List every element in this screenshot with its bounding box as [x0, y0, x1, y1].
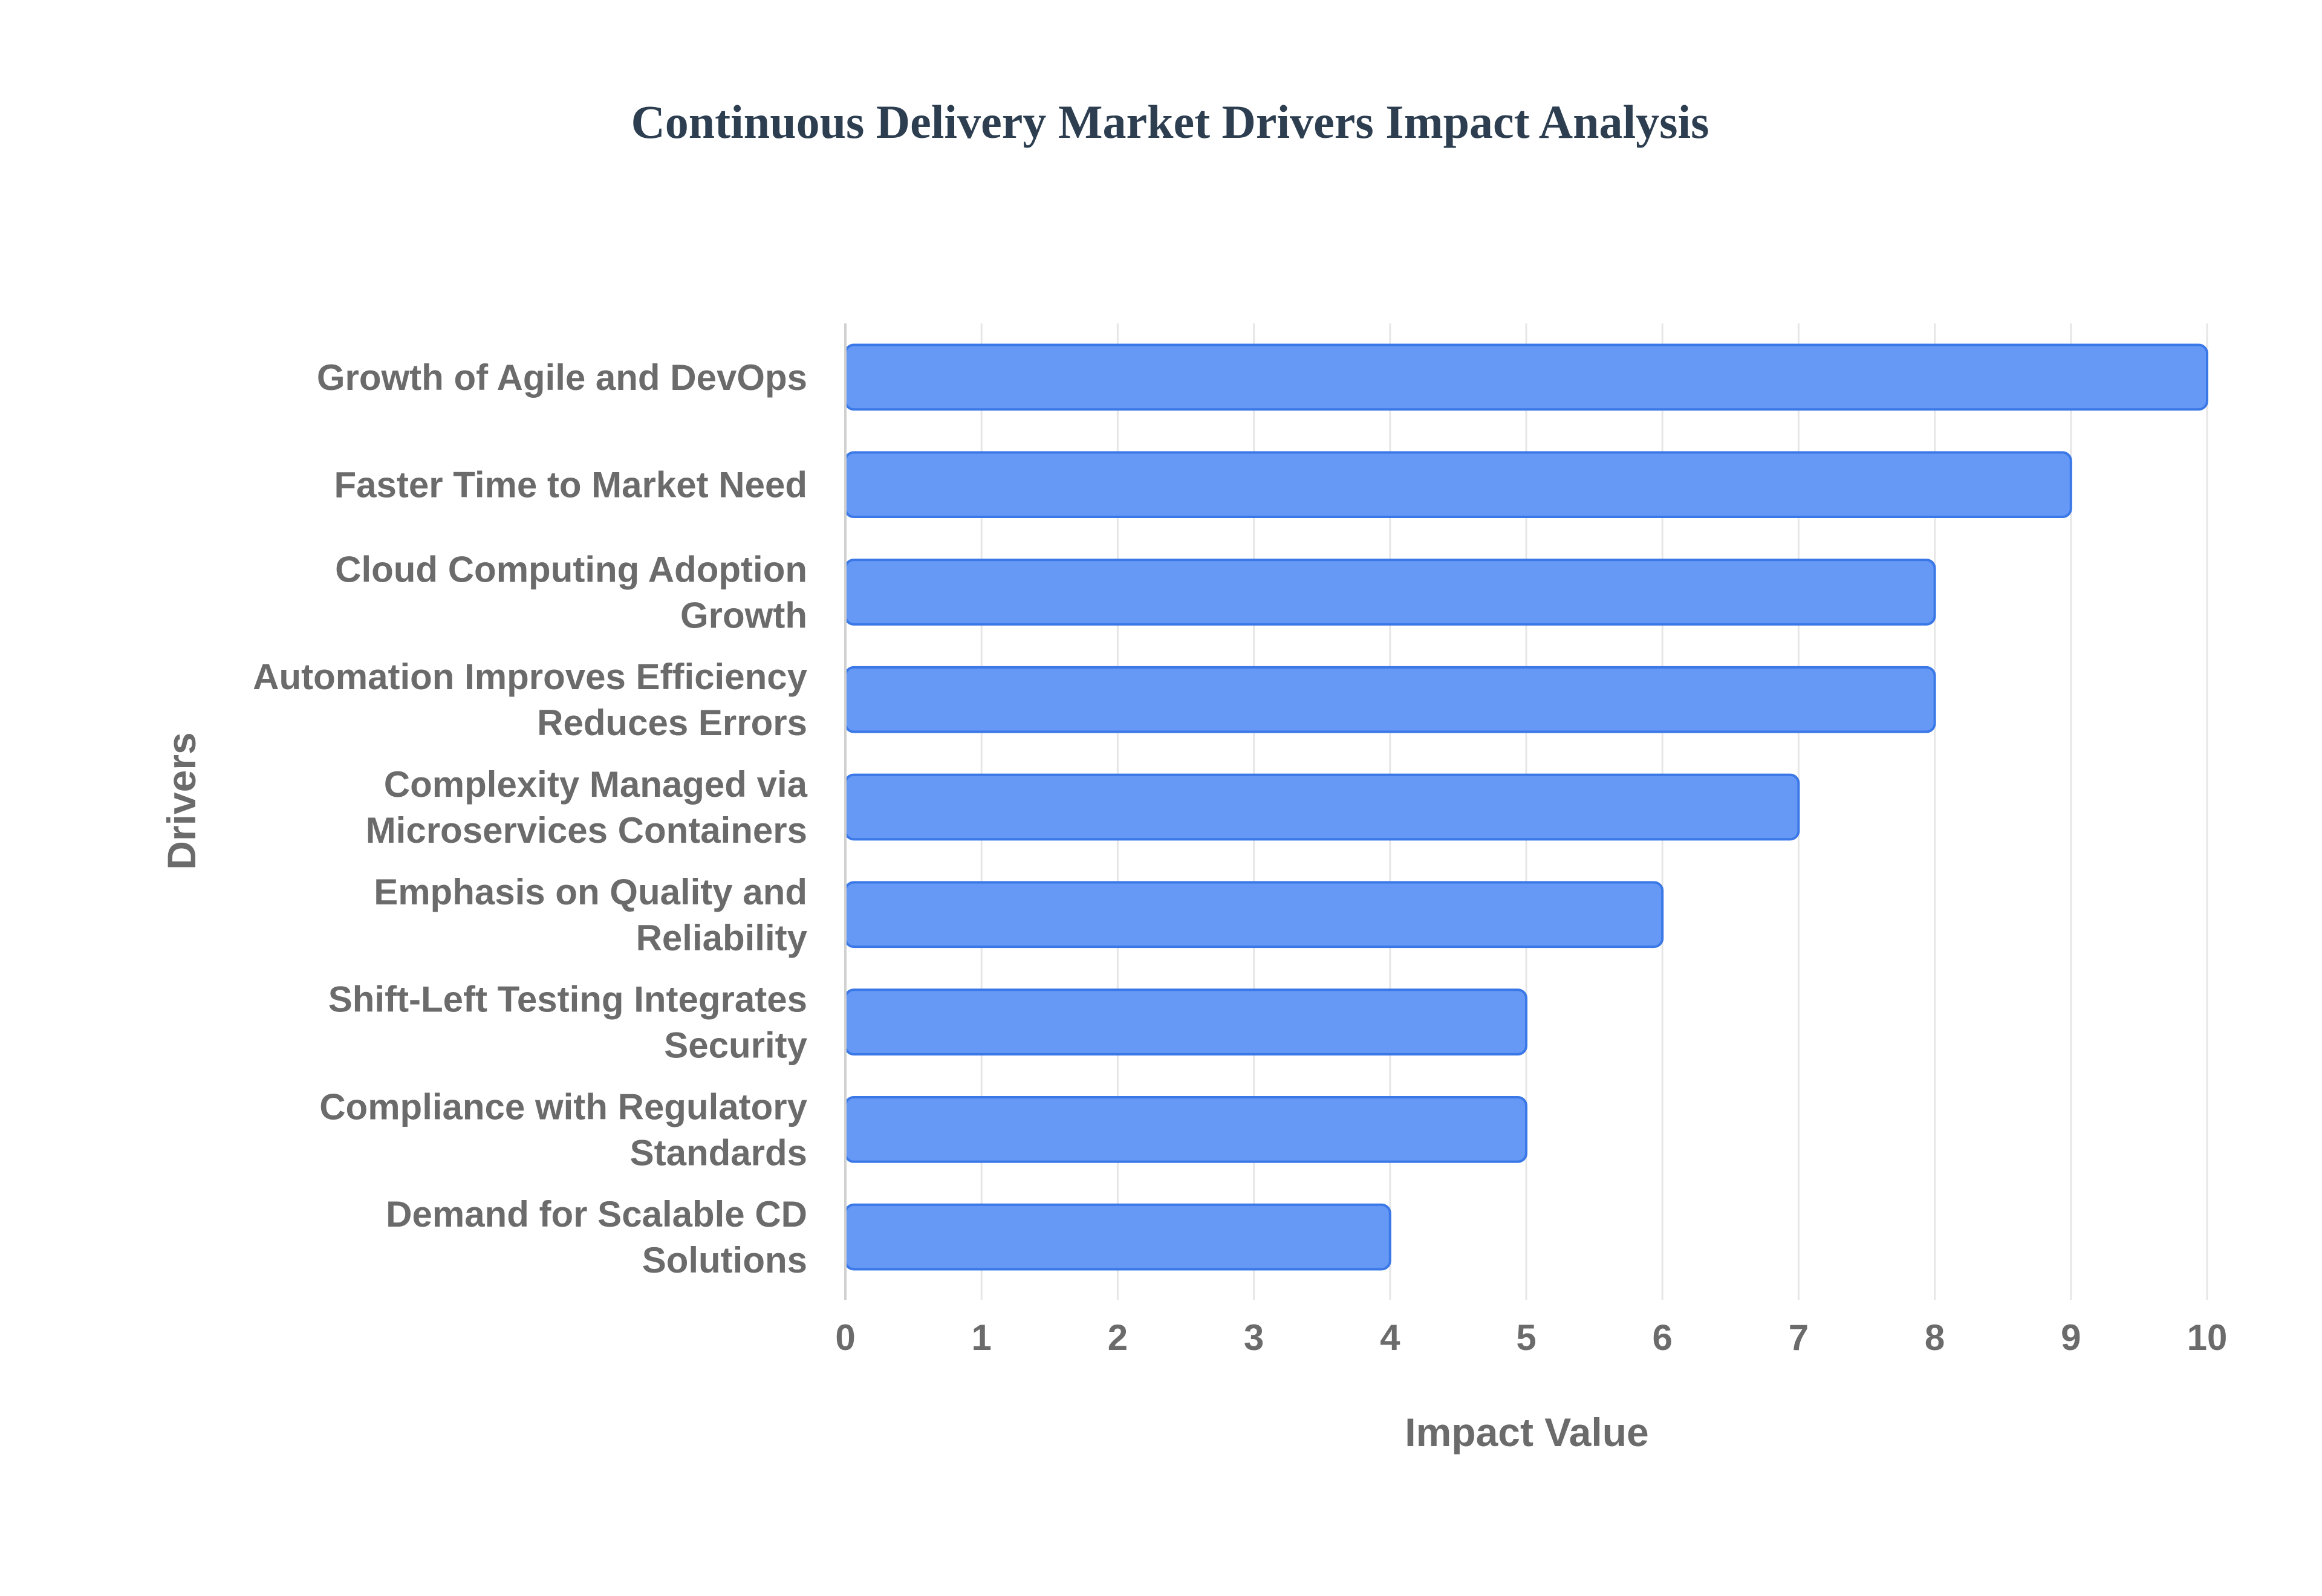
x-tick-label: 2	[1108, 1317, 1128, 1358]
category-label: Complexity Managed via Microservices Cont…	[366, 764, 808, 851]
category-label-line: Growth of Agile and DevOps	[317, 357, 807, 398]
bars	[844, 343, 2208, 1271]
category-label-line: Demand for Scalable CD	[386, 1194, 807, 1234]
bar	[844, 988, 1527, 1056]
x-tick-label: 6	[1653, 1317, 1673, 1358]
category-label: Demand for Scalable CD Solutions	[386, 1194, 807, 1280]
x-axis-title: Impact Value	[1405, 1410, 1649, 1455]
category-label: Faster Time to Market Need	[334, 465, 808, 505]
category-label-line: Reliability	[636, 918, 808, 958]
x-tick-label: 1	[972, 1317, 992, 1358]
bar	[844, 451, 2072, 518]
bar	[844, 1203, 1391, 1271]
category-label: Shift-Left Testing Integrates Security	[328, 979, 808, 1066]
category-label-line: Automation Improves Efficiency	[253, 657, 807, 697]
x-tick-label: 0	[835, 1317, 855, 1358]
x-tick-labels: 0 1 2 3 4 5 6 7 8 9 10	[835, 1317, 2227, 1358]
x-tick-label: 9	[2061, 1317, 2081, 1358]
chart-title: Continuous Delivery Market Drivers Impac…	[631, 96, 1709, 148]
category-labels: Growth of Agile and DevOps Faster Time to…	[253, 357, 807, 1280]
category-label: Cloud Computing Adoption Growth	[335, 549, 807, 635]
category-label-line: Shift-Left Testing Integrates	[328, 979, 807, 1020]
category-label: Automation Improves Efficiency Reduces Er…	[253, 657, 807, 743]
category-label-line: Reduces Errors	[537, 702, 807, 743]
category-label: Compliance with Regulatory Standards	[319, 1086, 807, 1173]
x-tick-label: 4	[1380, 1317, 1400, 1358]
bar	[844, 559, 1936, 626]
category-label-line: Growth	[680, 595, 807, 635]
x-tick-label: 3	[1244, 1317, 1264, 1358]
category-label-line: Faster Time to Market Need	[334, 465, 808, 505]
category-label-line: Emphasis on Quality and	[374, 872, 807, 912]
x-tick-label: 8	[1925, 1317, 1945, 1358]
category-label-line: Complexity Managed via	[384, 764, 808, 805]
category-label-line: Microservices Containers	[366, 810, 807, 851]
category-label-line: Standards	[630, 1132, 807, 1173]
category-label: Growth of Agile and DevOps	[317, 357, 807, 398]
bar	[844, 1096, 1527, 1163]
bar	[844, 666, 1936, 733]
bar	[844, 343, 2208, 411]
bar	[844, 881, 1664, 949]
x-tick-label: 5	[1516, 1317, 1536, 1358]
y-axis-title: Drivers	[159, 732, 204, 870]
bar	[844, 773, 1800, 841]
category-label-line: Cloud Computing Adoption	[335, 549, 807, 589]
category-label-line: Security	[664, 1025, 807, 1066]
category-label-line: Compliance with Regulatory	[319, 1086, 807, 1127]
category-label: Emphasis on Quality and Reliability	[374, 872, 807, 958]
x-tick-label: 7	[1789, 1317, 1809, 1358]
category-label-line: Solutions	[642, 1240, 807, 1280]
x-tick-label: 10	[2187, 1317, 2228, 1358]
